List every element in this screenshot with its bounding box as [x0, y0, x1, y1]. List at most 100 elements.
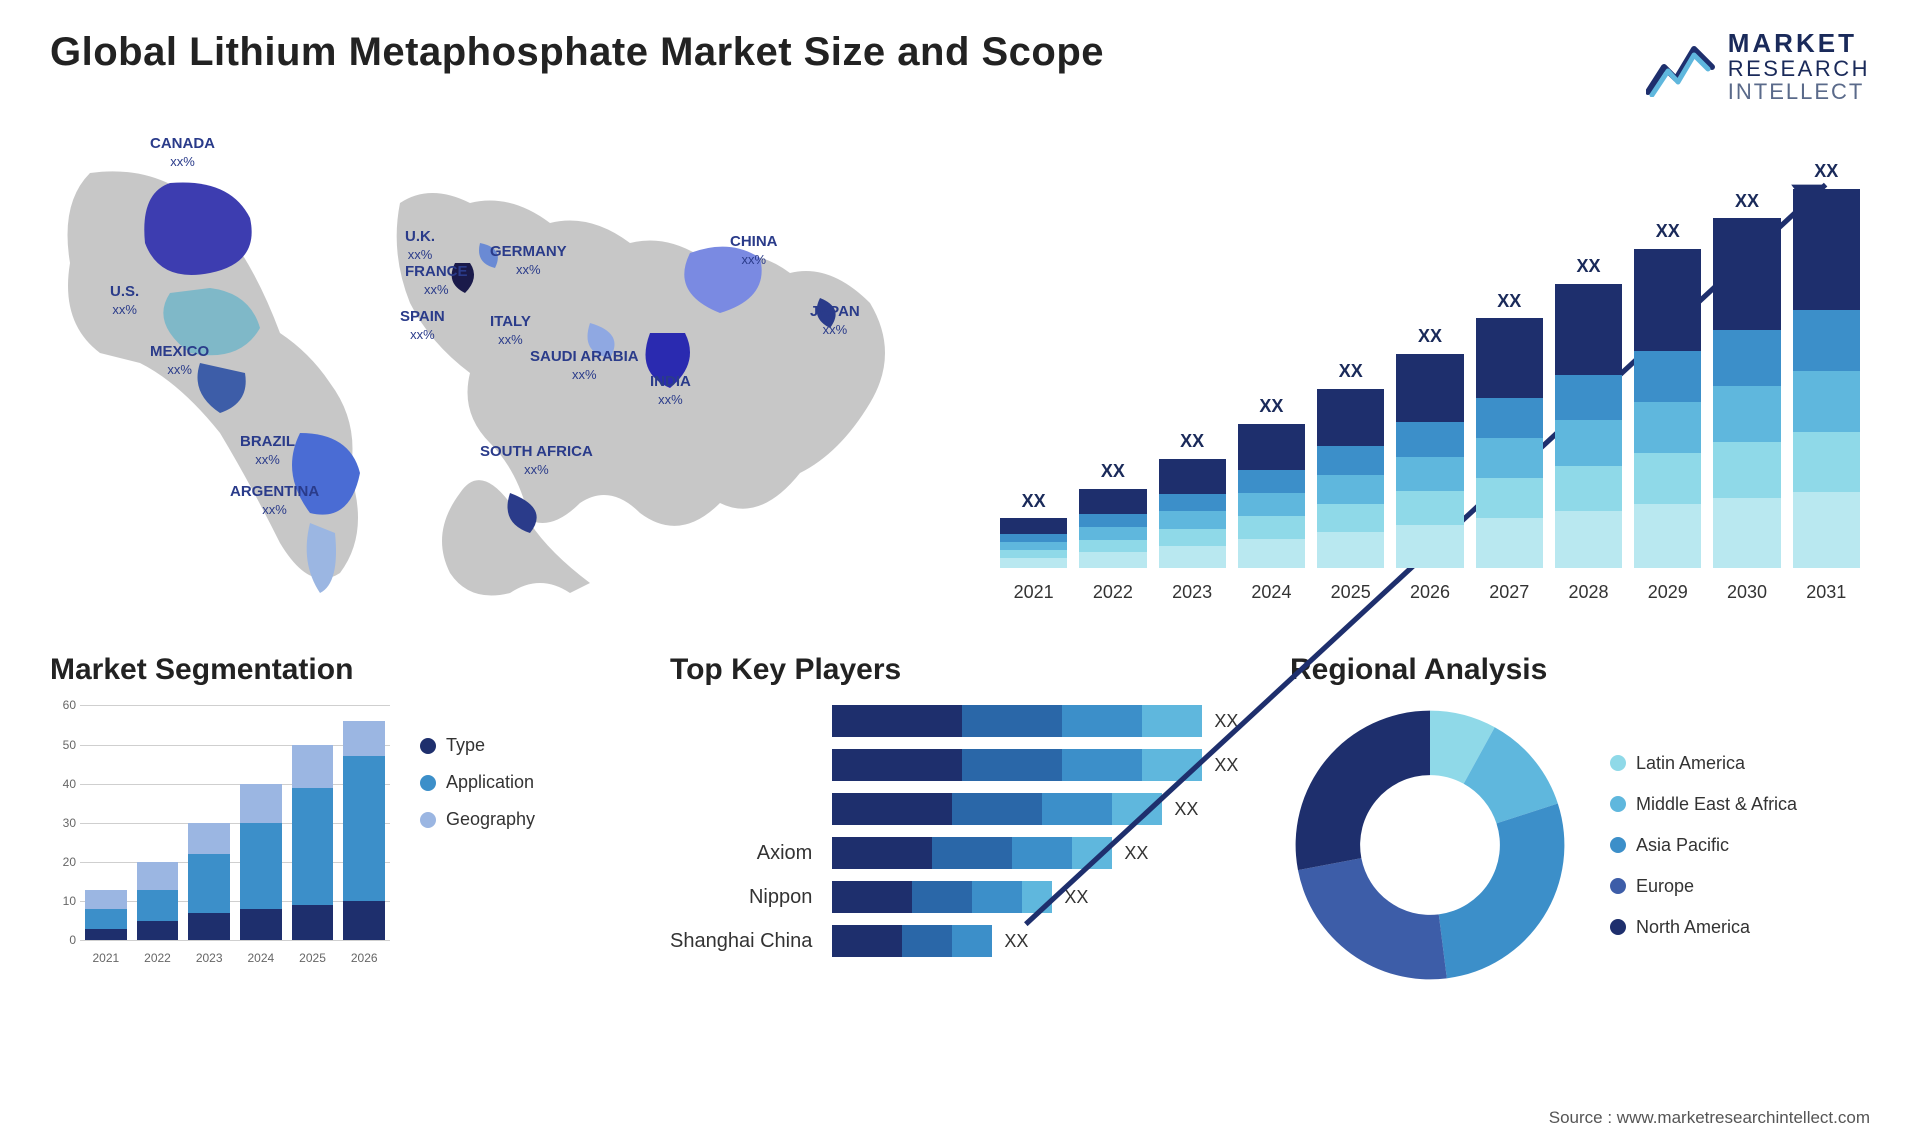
growth-col-2031: XX: [1793, 161, 1860, 568]
regional-legend-latin-america: Latin America: [1610, 753, 1797, 774]
key-players-panel: Top Key Players Axiom Nippon Shanghai Chin…: [670, 653, 1250, 985]
seg-year-2025: 2025: [292, 951, 334, 965]
key-players-title: Top Key Players: [670, 653, 1250, 687]
seg-year-2023: 2023: [188, 951, 230, 965]
growth-year-2025: 2025: [1317, 582, 1384, 603]
growth-year-2024: 2024: [1238, 582, 1305, 603]
growth-value-label: XX: [1735, 191, 1759, 212]
donut-slice-asia-pacific: [1439, 804, 1565, 979]
kp-value: XX: [1174, 799, 1198, 820]
map-label-france: FRANCExx%: [405, 263, 468, 298]
map-canada: [144, 183, 251, 276]
map-label-saudiarabia: SAUDI ARABIAxx%: [530, 348, 639, 383]
growth-year-2027: 2027: [1476, 582, 1543, 603]
segmentation-chart: 0102030405060 202120222023202420252026: [50, 705, 390, 965]
growth-col-2022: XX: [1079, 461, 1146, 568]
kp-row-3: XX: [832, 837, 1250, 869]
key-players-labels: Axiom Nippon Shanghai China: [670, 705, 812, 959]
regional-legend-asia-pacific: Asia Pacific: [1610, 835, 1797, 856]
top-row: CANADAxx% U.S.xx% MEXICOxx% BRAZILxx% ARGENT…: [50, 123, 1870, 623]
segmentation-legend: Type Application Geography: [420, 705, 535, 965]
segmentation-title: Market Segmentation: [50, 653, 630, 687]
source-text: Source : www.marketresearchintellect.com: [1549, 1108, 1870, 1128]
map-label-us: U.S.xx%: [110, 283, 139, 318]
seg-ytick-10: 10: [50, 894, 76, 908]
kp-value: XX: [1064, 887, 1088, 908]
growth-col-2021: XX: [1000, 491, 1067, 568]
growth-year-2026: 2026: [1396, 582, 1463, 603]
growth-value-label: XX: [1497, 291, 1521, 312]
map-label-southafrica: SOUTH AFRICAxx%: [480, 443, 593, 478]
world-map: CANADAxx% U.S.xx% MEXICOxx% BRAZILxx% ARGENT…: [50, 123, 950, 623]
growth-value-label: XX: [1259, 396, 1283, 417]
map-label-germany: GERMANYxx%: [490, 243, 567, 278]
kp-row-0: XX: [832, 705, 1250, 737]
seg-ytick-0: 0: [50, 933, 76, 947]
growth-year-2028: 2028: [1555, 582, 1622, 603]
growth-year-2021: 2021: [1000, 582, 1067, 603]
brand-logo: MARKET RESEARCH INTELLECT: [1646, 30, 1870, 103]
kp-row-4: XX: [832, 881, 1250, 913]
page-title: Global Lithium Metaphosphate Market Size…: [50, 30, 1104, 75]
kp-row-5: XX: [832, 925, 1250, 957]
growth-chart: XX XX XX XX XX XX XX XX XX XX XX 2021 2022 2023 2024 2…: [990, 123, 1870, 623]
map-argentina: [307, 523, 336, 593]
kp-label-axiom: Axiom: [670, 837, 812, 869]
regional-legend-north-america: North America: [1610, 917, 1797, 938]
map-label-brazil: BRAZILxx%: [240, 433, 295, 468]
logo-icon: [1646, 37, 1716, 97]
growth-value-label: XX: [1339, 361, 1363, 382]
seg-legend-application: Application: [420, 772, 535, 793]
map-label-canada: CANADAxx%: [150, 135, 215, 170]
seg-col-2023: [188, 823, 230, 940]
seg-ytick-40: 40: [50, 777, 76, 791]
kp-value: XX: [1004, 931, 1028, 952]
seg-ytick-60: 60: [50, 698, 76, 712]
growth-col-2029: XX: [1634, 221, 1701, 568]
growth-year-2022: 2022: [1079, 582, 1146, 603]
kp-value: XX: [1214, 711, 1238, 732]
map-label-japan: JAPANxx%: [810, 303, 860, 338]
seg-col-2021: [85, 890, 127, 941]
regional-title: Regional Analysis: [1290, 653, 1870, 687]
key-players-chart: XX XX XX XX XX XX: [832, 705, 1250, 959]
growth-col-2026: XX: [1396, 326, 1463, 568]
growth-value-label: XX: [1180, 431, 1204, 452]
seg-col-2025: [292, 745, 334, 941]
growth-year-2030: 2030: [1713, 582, 1780, 603]
seg-ytick-50: 50: [50, 738, 76, 752]
growth-value-label: XX: [1814, 161, 1838, 182]
growth-value-label: XX: [1101, 461, 1125, 482]
growth-year-2029: 2029: [1634, 582, 1701, 603]
kp-row-2: XX: [832, 793, 1250, 825]
growth-year-2023: 2023: [1159, 582, 1226, 603]
growth-col-2024: XX: [1238, 396, 1305, 568]
seg-legend-geography: Geography: [420, 809, 535, 830]
seg-year-2026: 2026: [343, 951, 385, 965]
map-label-italy: ITALYxx%: [490, 313, 531, 348]
kp-label-nippon: Nippon: [670, 881, 812, 913]
seg-year-2022: 2022: [137, 951, 179, 965]
logo-text-2: RESEARCH: [1728, 57, 1870, 80]
seg-col-2026: [343, 721, 385, 940]
seg-legend-type: Type: [420, 735, 535, 756]
header: Global Lithium Metaphosphate Market Size…: [50, 30, 1870, 103]
map-label-uk: U.K.xx%: [405, 228, 435, 263]
growth-value-label: XX: [1576, 256, 1600, 277]
growth-year-2031: 2031: [1793, 582, 1860, 603]
map-label-mexico: MEXICOxx%: [150, 343, 209, 378]
growth-col-2027: XX: [1476, 291, 1543, 568]
map-label-argentina: ARGENTINAxx%: [230, 483, 319, 518]
logo-text-3: INTELLECT: [1728, 80, 1870, 103]
map-label-china: CHINAxx%: [730, 233, 778, 268]
seg-col-2022: [137, 862, 179, 940]
kp-row-1: XX: [832, 749, 1250, 781]
map-label-spain: SPAINxx%: [400, 308, 445, 343]
bottom-row: Market Segmentation 0102030405060 202120…: [50, 653, 1870, 985]
growth-col-2023: XX: [1159, 431, 1226, 568]
regional-legend-europe: Europe: [1610, 876, 1797, 897]
seg-ytick-20: 20: [50, 855, 76, 869]
kp-value: XX: [1214, 755, 1238, 776]
segmentation-panel: Market Segmentation 0102030405060 202120…: [50, 653, 630, 985]
kp-label-shanghai-china: Shanghai China: [670, 925, 812, 957]
